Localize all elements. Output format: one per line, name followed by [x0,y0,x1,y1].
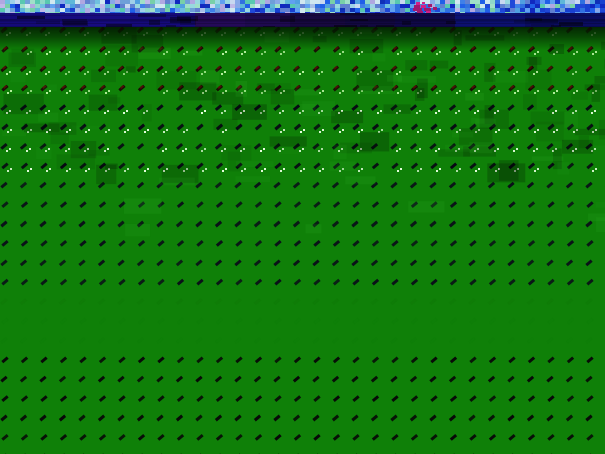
magenta-artifact [412,1,440,14]
navy-glitch-band [0,13,605,27]
pastel-noise-strip [0,0,605,13]
